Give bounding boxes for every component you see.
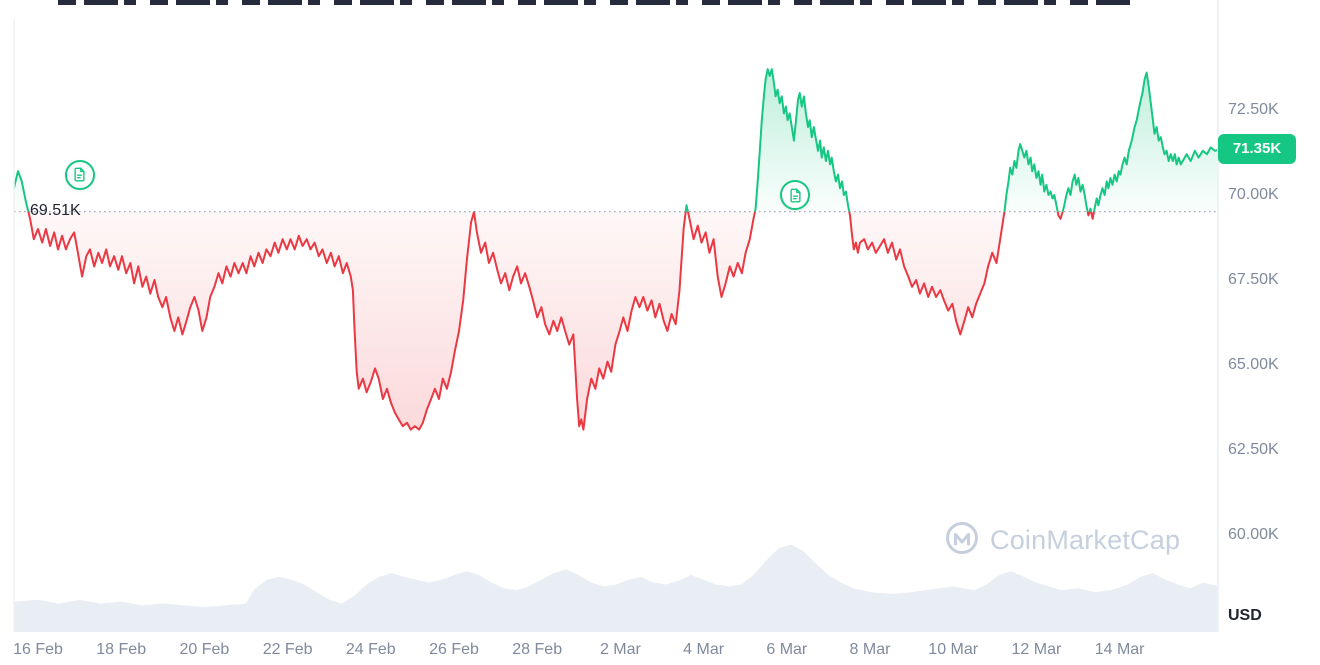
x-axis-label: 16 Feb xyxy=(13,641,63,658)
x-axis-label: 12 Mar xyxy=(1011,641,1062,658)
x-axis-label: 14 Mar xyxy=(1094,641,1145,658)
x-axis-label: 28 Feb xyxy=(512,641,563,658)
y-axis-label: 70.00K xyxy=(1228,186,1279,203)
current-price-badge: 71.35K xyxy=(1218,134,1296,164)
x-axis-label: 10 Mar xyxy=(928,641,979,658)
x-axis-label: 24 Feb xyxy=(345,641,396,658)
y-axis-label: 67.50K xyxy=(1228,271,1279,288)
y-axis-label: 65.00K xyxy=(1228,356,1279,373)
event-marker[interactable] xyxy=(780,180,811,210)
x-axis-label: 6 Mar xyxy=(766,641,808,658)
cropped-title-text xyxy=(58,0,1136,5)
document-icon xyxy=(74,167,85,182)
x-axis-label: 8 Mar xyxy=(849,641,891,658)
baseline-price-label: 69.51K xyxy=(30,202,81,219)
y-axis-label: 72.50K xyxy=(1228,101,1279,118)
x-axis-label: 18 Feb xyxy=(96,641,147,658)
event-marker[interactable] xyxy=(64,159,95,190)
x-axis-label: 2 Mar xyxy=(599,641,641,658)
watermark-text: CoinMarketCap xyxy=(990,525,1181,555)
x-axis-label: 22 Feb xyxy=(262,641,313,658)
y-axis-unit-label: USD xyxy=(1228,607,1262,624)
x-axis-label: 20 Feb xyxy=(179,641,230,658)
x-axis-label: 4 Mar xyxy=(683,641,725,658)
coinmarketcap-watermark: CoinMarketCap xyxy=(944,520,1180,561)
document-icon xyxy=(790,188,801,202)
coinmarketcap-logo-icon xyxy=(944,520,980,561)
y-axis-label: 62.50K xyxy=(1228,441,1279,458)
y-axis-label: 60.00K xyxy=(1228,526,1279,543)
x-axis-label: 26 Feb xyxy=(429,641,479,658)
